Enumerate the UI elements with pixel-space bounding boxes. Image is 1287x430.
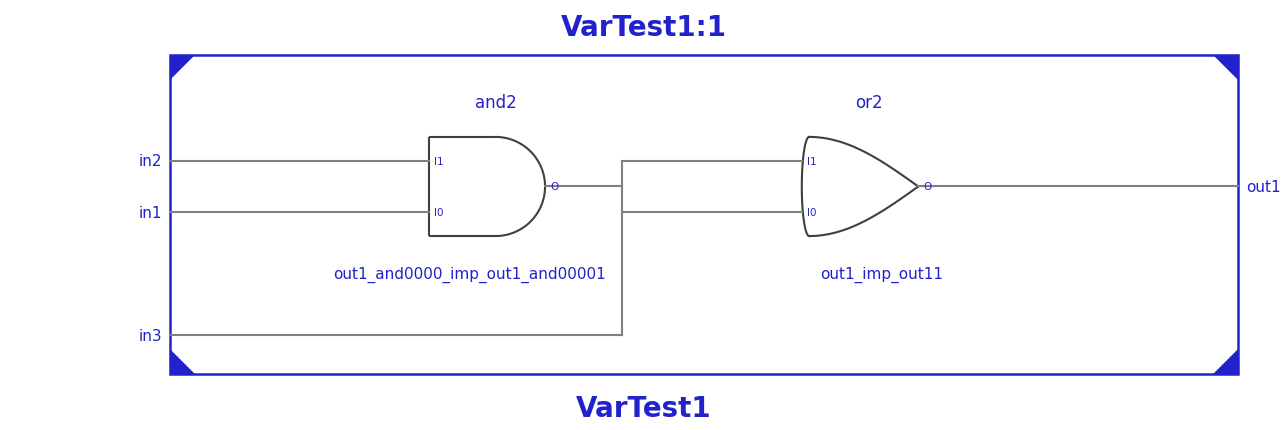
Polygon shape (170, 349, 194, 374)
Text: out1_and0000_imp_out1_and00001: out1_and0000_imp_out1_and00001 (333, 267, 606, 283)
Text: I1: I1 (807, 157, 816, 166)
Text: I1: I1 (434, 157, 443, 166)
Text: and2: and2 (475, 94, 516, 112)
Text: O: O (923, 182, 932, 192)
Text: in2: in2 (139, 154, 162, 169)
Text: in1: in1 (139, 205, 162, 220)
Text: out1: out1 (1246, 180, 1281, 194)
Text: I0: I0 (434, 208, 443, 218)
Text: or2: or2 (855, 94, 883, 112)
Text: in3: in3 (138, 328, 162, 343)
Text: VarTest1: VarTest1 (575, 395, 712, 422)
Polygon shape (1214, 56, 1238, 81)
Text: I0: I0 (807, 208, 816, 218)
Text: O: O (550, 182, 559, 192)
Text: out1_imp_out11: out1_imp_out11 (820, 267, 943, 283)
Polygon shape (1214, 349, 1238, 374)
Polygon shape (170, 56, 194, 81)
Text: VarTest1:1: VarTest1:1 (561, 14, 726, 42)
